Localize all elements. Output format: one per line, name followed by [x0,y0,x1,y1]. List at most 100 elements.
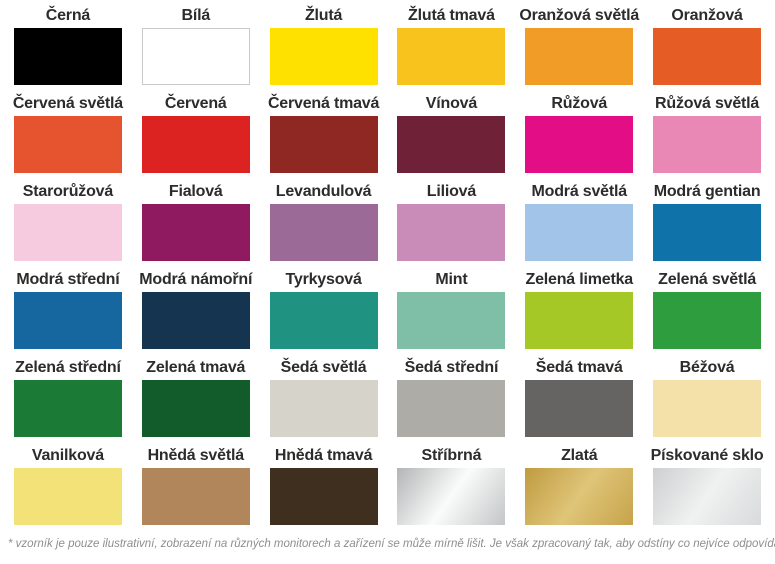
color-swatch-cell: Šedá tmavá [515,357,643,445]
color-swatch [397,28,506,85]
color-name-label: Žlutá tmavá [408,7,495,24]
color-name-label: Růžová [551,95,608,112]
color-name-label: Vanilková [31,447,104,464]
color-swatch [141,116,250,173]
color-swatch [653,28,762,85]
color-swatch [269,204,378,261]
color-swatch-cell: Pískované sklo [643,445,771,533]
color-swatch-cell: Modrá námořní [132,269,260,357]
color-swatch-cell: Zelená tmavá [132,357,260,445]
color-name-label: Stříbrná [421,447,482,464]
color-name-label: Hnědá světlá [147,447,245,464]
color-swatch [141,28,250,85]
color-swatch [397,380,506,437]
color-name-label: Béžová [679,359,735,376]
color-swatch [397,116,506,173]
color-name-label: Šedá tmavá [535,359,623,376]
color-name-label: Tyrkysová [285,271,362,288]
color-swatch-cell: Červená [132,93,260,181]
color-swatch-cell: Oranžová světlá [515,5,643,93]
color-name-label: Liliová [426,183,477,200]
color-name-label: Starorůžová [22,183,114,200]
color-name-label: Červená světlá [12,95,123,112]
color-name-label: Oranžová [671,7,743,24]
color-swatch [141,468,250,525]
color-name-label: Hnědá tmavá [274,447,373,464]
color-name-label: Zelená střední [15,359,121,376]
color-swatch-cell: Zelená střední [4,357,132,445]
color-swatch [397,292,506,349]
color-swatch-cell: Žlutá tmavá [388,5,516,93]
color-name-label: Modrá střední [16,271,120,288]
color-name-label: Růžová světlá [655,95,760,112]
color-swatch-cell: Fialová [132,181,260,269]
color-swatch [525,116,634,173]
color-swatch [269,116,378,173]
color-swatch [653,204,762,261]
color-swatch-cell: Červená světlá [4,93,132,181]
color-name-label: Šedá světlá [280,359,367,376]
color-swatch-cell: Červená tmavá [260,93,388,181]
color-name-label: Pískované sklo [650,447,764,464]
color-swatch [141,292,250,349]
color-swatch-cell: Šedá střední [388,357,516,445]
color-name-label: Levandulová [275,183,372,200]
color-name-label: Vínová [425,95,478,112]
color-name-label: Fialová [168,183,223,200]
color-swatch [653,468,762,525]
color-swatch [525,292,634,349]
color-swatch-cell: Zelená světlá [643,269,771,357]
color-swatch [13,380,122,437]
disclaimer-footnote: * vzorník je pouze ilustrativní, zobraze… [8,538,775,550]
color-name-label: Červená tmavá [267,95,380,112]
color-swatch-cell: Zelená limetka [515,269,643,357]
color-swatch-cell: Modrá gentian [643,181,771,269]
color-name-label: Zelená limetka [525,271,634,288]
color-swatch [525,28,634,85]
color-swatch-cell: Hnědá tmavá [260,445,388,533]
color-swatch [397,468,506,525]
color-name-label: Zelená tmavá [146,359,246,376]
color-swatch [269,28,378,85]
color-swatch [397,204,506,261]
color-name-label: Žlutá [304,7,343,24]
color-swatch-cell: Růžová světlá [643,93,771,181]
color-swatch-cell: Oranžová [643,5,771,93]
color-name-label: Červená [164,95,227,112]
color-swatch-cell: Modrá střední [4,269,132,357]
color-swatch [525,380,634,437]
color-swatch-cell: Růžová [515,93,643,181]
color-swatch-cell: Liliová [388,181,516,269]
color-swatch-cell: Stříbrná [388,445,516,533]
color-swatch [653,116,762,173]
color-swatch-cell: Mint [388,269,516,357]
color-name-label: Černá [45,7,91,24]
color-swatch [13,116,122,173]
color-name-label: Modrá námořní [139,271,253,288]
color-name-label: Bílá [181,7,211,24]
color-swatch-cell: Modrá světlá [515,181,643,269]
color-swatch-cell: Tyrkysová [260,269,388,357]
color-swatch [13,204,122,261]
color-chart-grid: Černá Bílá Žlutá Žlutá tmavá Oranžová sv… [4,5,771,533]
color-name-label: Zelená světlá [658,271,757,288]
color-swatch-cell: Vínová [388,93,516,181]
color-swatch-cell: Vanilková [4,445,132,533]
color-swatch [269,380,378,437]
color-swatch-cell: Bílá [132,5,260,93]
color-name-label: Oranžová světlá [519,7,640,24]
color-swatch [141,204,250,261]
color-swatch [269,292,378,349]
color-name-label: Šedá střední [404,359,499,376]
color-name-label: Mint [435,271,468,288]
color-swatch [525,204,634,261]
color-swatch-cell: Hnědá světlá [132,445,260,533]
color-swatch-cell: Starorůžová [4,181,132,269]
color-swatch [13,292,122,349]
color-name-label: Modrá světlá [531,183,628,200]
color-swatch [653,292,762,349]
color-swatch [141,380,250,437]
color-swatch-cell: Béžová [643,357,771,445]
color-swatch [269,468,378,525]
color-swatch [13,28,122,85]
